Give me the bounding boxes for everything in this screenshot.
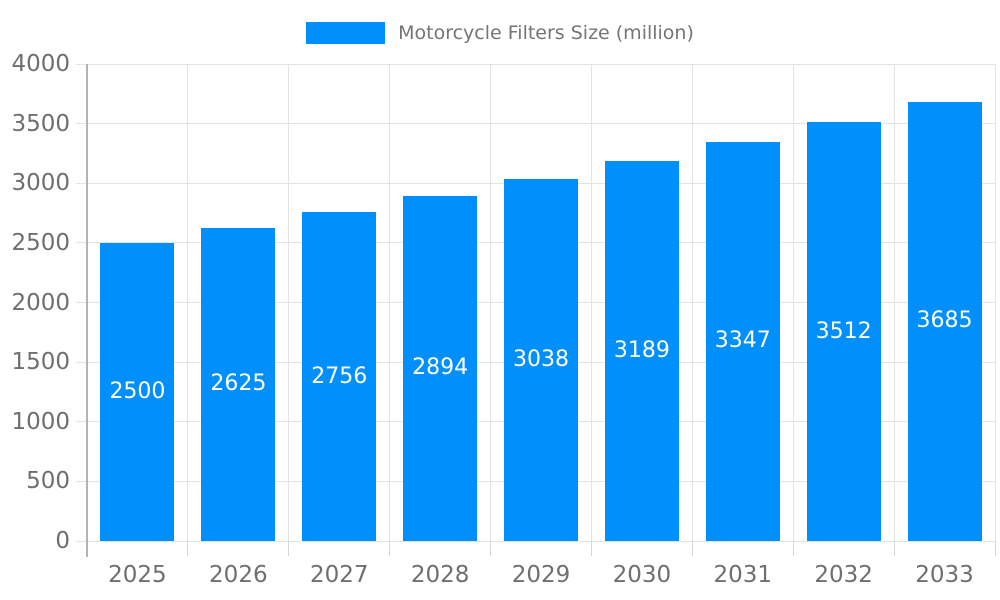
bar [504, 178, 578, 541]
x-axis-tick [792, 541, 794, 556]
h-gridline [76, 540, 995, 542]
bar [302, 212, 377, 541]
x-axis-tick-label: 2031 [713, 562, 773, 588]
y-axis-tick-label: 0 [55, 528, 70, 554]
bar-value-label: 2500 [109, 378, 166, 404]
h-gridline [76, 63, 995, 65]
x-axis-tick [691, 541, 693, 556]
x-axis-tick-label: 2033 [915, 562, 974, 588]
x-axis-tick-label: 2025 [108, 562, 167, 588]
legend-label: Motorcycle Filters Size (million) [398, 22, 694, 44]
v-gridline [590, 64, 592, 541]
bar-value-label: 2625 [210, 371, 267, 397]
x-axis-tick [187, 541, 189, 556]
bar [806, 122, 881, 541]
bar-value-label: 3038 [513, 346, 569, 372]
y-axis-tick-label: 2500 [11, 229, 70, 256]
legend-color-swatch [306, 22, 386, 44]
v-gridline [187, 64, 189, 541]
x-axis-tick [994, 541, 996, 556]
x-axis-tick-label: 2032 [814, 562, 873, 588]
x-axis-tick [590, 541, 592, 556]
bar-value-label: 2894 [412, 355, 469, 381]
bar [100, 242, 175, 541]
bar-value-label: 3347 [714, 328, 771, 354]
x-axis-tick [893, 541, 895, 556]
x-axis-tick-label: 2028 [410, 562, 470, 588]
v-gridline [389, 64, 391, 541]
x-axis-tick-label: 2026 [209, 562, 268, 588]
v-gridline [792, 64, 794, 541]
h-gridline [76, 123, 995, 125]
y-axis-tick-label: 4000 [11, 51, 70, 77]
bar-value-label: 3685 [916, 308, 973, 334]
bar [201, 227, 276, 541]
bar [403, 195, 478, 541]
v-gridline [288, 64, 290, 541]
y-axis-tick-label: 1000 [11, 408, 70, 435]
v-gridline [994, 64, 996, 541]
x-axis-tick [490, 541, 492, 556]
x-axis-tick [288, 541, 290, 556]
bar [705, 141, 780, 541]
bar [907, 101, 982, 541]
bar-value-label: 3512 [815, 318, 872, 344]
v-gridline [490, 64, 492, 541]
v-gridline [893, 64, 895, 541]
y-axis-tick-label: 500 [26, 468, 70, 495]
y-axis-tick-label: 1500 [11, 349, 70, 376]
y-axis-line [85, 64, 88, 557]
x-axis-tick-label: 2029 [511, 562, 571, 588]
chart-legend[interactable]: Motorcycle Filters Size (million) [0, 20, 1000, 46]
bar [604, 160, 679, 541]
x-axis-tick [389, 541, 391, 556]
y-axis-tick-label: 3500 [11, 110, 70, 137]
x-axis-tick-label: 2027 [309, 562, 369, 588]
y-axis-tick-label: 2000 [11, 289, 70, 316]
y-axis-tick-label: 3000 [11, 170, 70, 197]
bar-value-label: 3189 [613, 337, 670, 363]
x-axis-tick-label: 2030 [612, 562, 672, 588]
v-gridline [691, 64, 693, 541]
bar-value-label: 2756 [311, 363, 368, 389]
